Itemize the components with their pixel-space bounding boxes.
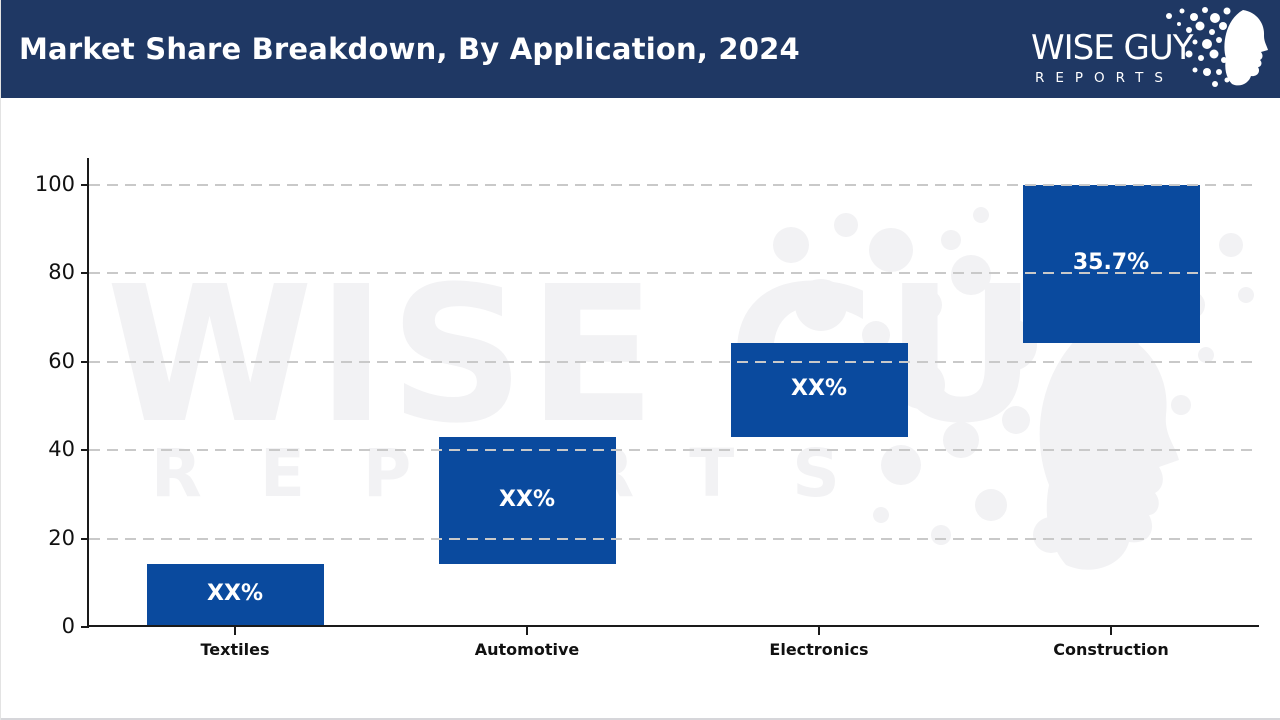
category-label-automotive: Automotive [474, 640, 580, 659]
y-axis-tick-label: 80 [48, 260, 75, 285]
gridline [89, 184, 1257, 186]
y-axis-tick [81, 360, 89, 363]
y-axis-tick [81, 537, 89, 540]
header-bar: Market Share Breakdown, By Application, … [1, 0, 1280, 98]
y-axis-tick [81, 272, 89, 275]
bar-construction [1022, 185, 1200, 343]
y-axis-tick [81, 184, 89, 186]
bar-automotive [438, 437, 616, 564]
bottom-edge-line [1, 718, 1280, 720]
gridline [89, 360, 1257, 363]
bar-value-label: XX% [791, 376, 847, 402]
logo-sub-wordmark: REPORTS [1035, 70, 1174, 86]
x-axis-tick [234, 627, 236, 635]
category-label-textiles: Textiles [200, 640, 270, 659]
wise-guy-logo: WISE GUY REPORTS [1031, 7, 1268, 87]
bar-textiles [146, 563, 324, 627]
y-axis-tick-label: 20 [48, 525, 75, 550]
bar-value-label: 35.7% [1072, 249, 1150, 275]
category-label-electronics: Electronics [769, 640, 869, 659]
gridline [89, 272, 1257, 275]
x-axis-tick [526, 627, 528, 635]
logo-wordmark: WISE GUY [1031, 28, 1194, 68]
y-axis-tick [81, 626, 89, 628]
bar-value-label: XX% [499, 486, 555, 512]
logo-face-dots-icon [1166, 7, 1232, 87]
y-axis-tick-label: 0 [61, 614, 75, 638]
gridline [89, 537, 1257, 540]
chart-area: 0 20 40 60 80 100 XX% Textiles XX% Automotive XX% E… [1, 98, 1280, 718]
y-axis-tick-label: 40 [48, 437, 75, 462]
bar-value-label: XX% [207, 581, 263, 607]
y-axis-tick [81, 449, 89, 452]
x-axis-line [87, 625, 1259, 627]
logo-face-profile-icon [1224, 10, 1268, 86]
y-axis-tick-label: 100 [34, 172, 75, 196]
y-axis-line [87, 158, 89, 627]
x-axis-tick [818, 627, 820, 635]
gridline [89, 449, 1257, 452]
y-axis-tick-label: 60 [48, 348, 75, 373]
x-axis-tick [1110, 627, 1112, 635]
bar-electronics [730, 342, 908, 438]
category-label-construction: Construction [1053, 640, 1169, 659]
page-title: Market Share Breakdown, By Application, … [19, 32, 800, 66]
